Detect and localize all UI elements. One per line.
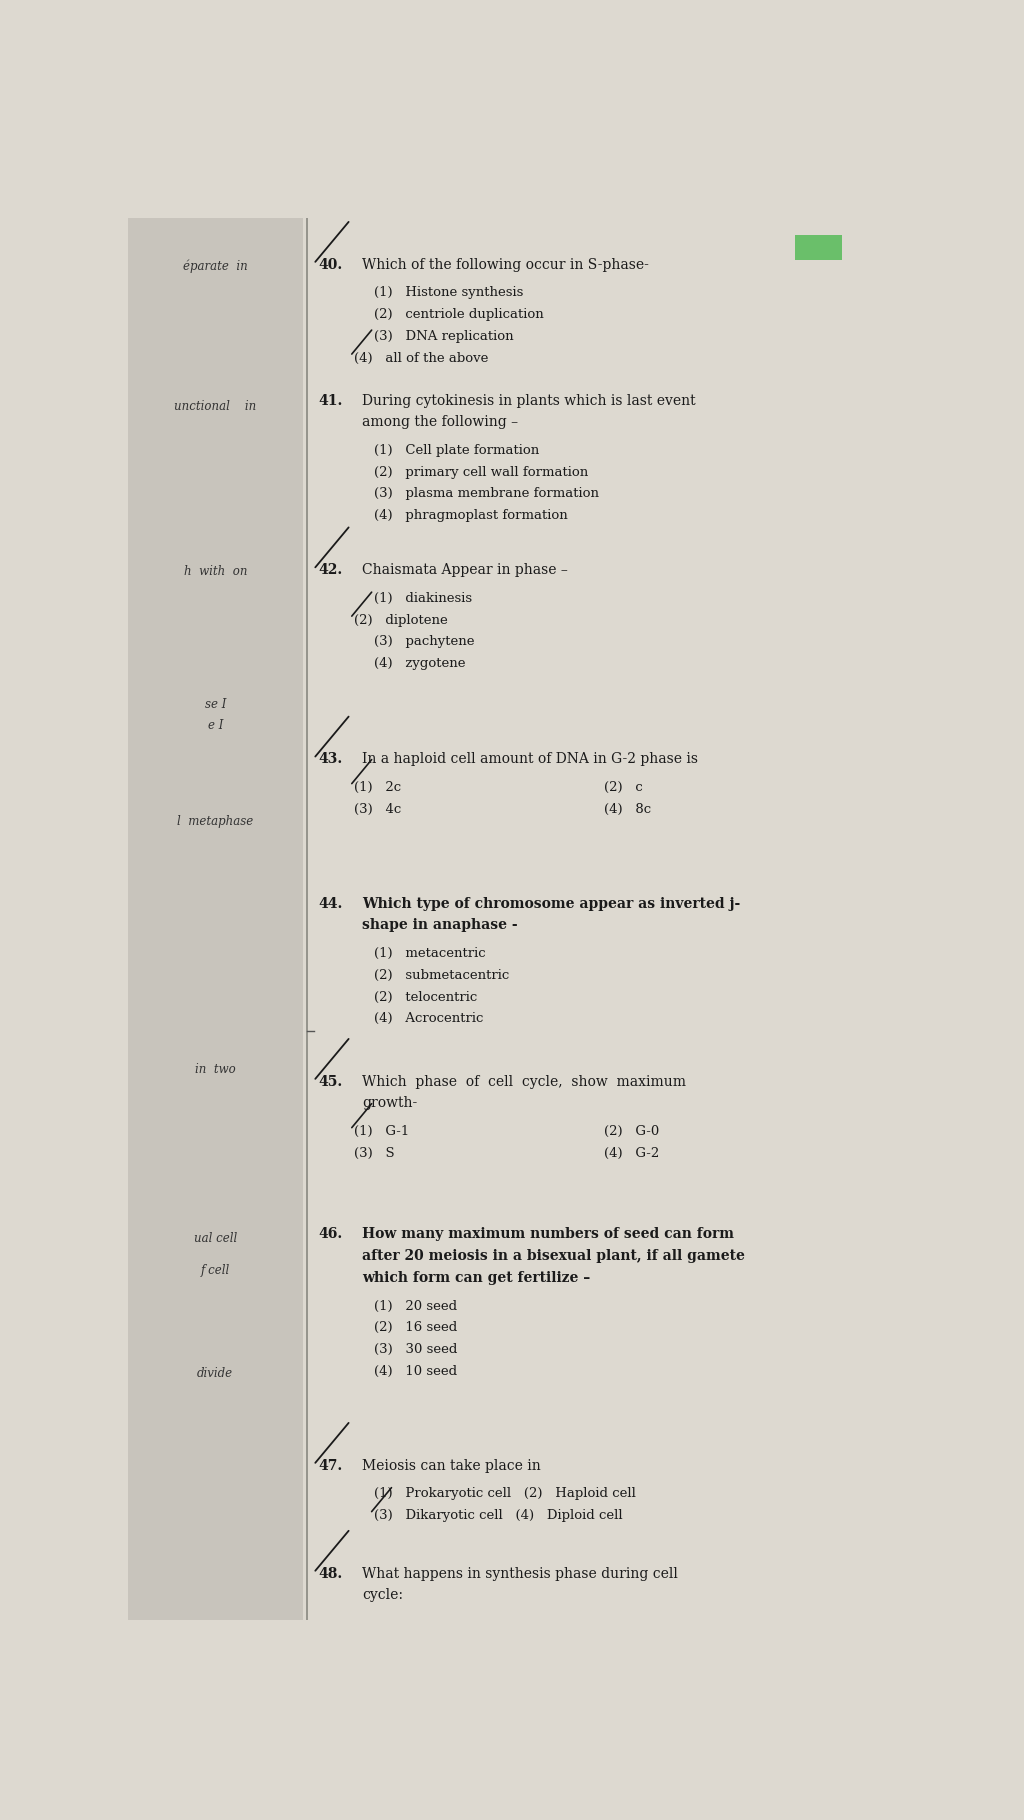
Text: (2)   G-0: (2) G-0	[604, 1125, 659, 1138]
Text: (3)   plasma membrane formation: (3) plasma membrane formation	[374, 488, 599, 501]
Text: (2)   diplotene: (2) diplotene	[354, 613, 447, 626]
Text: among the following –: among the following –	[362, 415, 518, 430]
Text: 41.: 41.	[318, 393, 343, 408]
Text: Which  phase  of  cell  cycle,  show  maximum: Which phase of cell cycle, show maximum	[362, 1074, 686, 1088]
Text: growth-: growth-	[362, 1096, 418, 1110]
Text: (1)   Cell plate formation: (1) Cell plate formation	[374, 444, 540, 457]
Text: During cytokinesis in plants which is last event: During cytokinesis in plants which is la…	[362, 393, 695, 408]
Text: unctional    in: unctional in	[174, 400, 256, 413]
Text: What happens in synthesis phase during cell: What happens in synthesis phase during c…	[362, 1567, 678, 1580]
Text: (4)   zygotene: (4) zygotene	[374, 657, 466, 670]
Text: f cell: f cell	[201, 1265, 230, 1278]
Text: (1)   diakinesis: (1) diakinesis	[374, 592, 472, 604]
Text: h  with  on: h with on	[183, 564, 247, 579]
Text: Meiosis can take place in: Meiosis can take place in	[362, 1458, 541, 1472]
Text: which form can get fertilize –: which form can get fertilize –	[362, 1270, 591, 1285]
Text: How many maximum numbers of seed can form: How many maximum numbers of seed can for…	[362, 1227, 734, 1241]
Text: (2)   centriole duplication: (2) centriole duplication	[374, 308, 544, 320]
FancyBboxPatch shape	[128, 218, 303, 1620]
Text: (2)   submetacentric: (2) submetacentric	[374, 968, 509, 981]
Text: (3)   pachytene: (3) pachytene	[374, 635, 474, 648]
Text: 44.: 44.	[318, 897, 343, 910]
Text: l  metaphase: l metaphase	[177, 815, 253, 828]
Text: (2)   telocentric: (2) telocentric	[374, 990, 477, 1003]
Text: Chaismata Appear in phase –: Chaismata Appear in phase –	[362, 562, 568, 577]
Text: éparate  in: éparate in	[183, 258, 248, 273]
Text: (4)   8c: (4) 8c	[604, 803, 651, 815]
Text: se I: se I	[205, 699, 226, 712]
Text: 46.: 46.	[318, 1227, 343, 1241]
Text: e I: e I	[208, 719, 223, 732]
Text: (4)   Acrocentric: (4) Acrocentric	[374, 1012, 483, 1025]
Text: (4)   G-2: (4) G-2	[604, 1147, 659, 1159]
Text: 45.: 45.	[318, 1074, 343, 1088]
Text: Which of the following occur in S-phase-: Which of the following occur in S-phase-	[362, 258, 649, 271]
Text: (3)   Dikaryotic cell   (4)   Diploid cell: (3) Dikaryotic cell (4) Diploid cell	[374, 1509, 623, 1522]
Text: after 20 meiosis in a bisexual plant, if all gamete: after 20 meiosis in a bisexual plant, if…	[362, 1249, 745, 1263]
Text: cycle:: cycle:	[362, 1589, 403, 1602]
Text: (4)   phragmoplast formation: (4) phragmoplast formation	[374, 510, 567, 522]
Text: (3)   S: (3) S	[354, 1147, 395, 1159]
Text: (1)   metacentric: (1) metacentric	[374, 946, 485, 961]
FancyBboxPatch shape	[795, 235, 842, 260]
Text: (2)   c: (2) c	[604, 781, 643, 794]
Text: Which type of chromosome appear as inverted j-: Which type of chromosome appear as inver…	[362, 897, 740, 910]
Text: (2)   primary cell wall formation: (2) primary cell wall formation	[374, 466, 588, 479]
Text: divide: divide	[198, 1367, 233, 1380]
Text: 43.: 43.	[318, 752, 343, 766]
Text: 48.: 48.	[318, 1567, 343, 1580]
Text: (2)   16 seed: (2) 16 seed	[374, 1321, 458, 1334]
Text: 47.: 47.	[318, 1458, 343, 1472]
Text: shape in anaphase -: shape in anaphase -	[362, 919, 518, 932]
Text: (1)   Histone synthesis: (1) Histone synthesis	[374, 286, 523, 298]
Text: 42.: 42.	[318, 562, 343, 577]
Text: in  two: in two	[195, 1063, 236, 1076]
Text: (4)   10 seed: (4) 10 seed	[374, 1365, 457, 1378]
Text: (1)   Prokaryotic cell   (2)   Haploid cell: (1) Prokaryotic cell (2) Haploid cell	[374, 1487, 636, 1500]
Text: (3)   DNA replication: (3) DNA replication	[374, 329, 514, 342]
Text: 40.: 40.	[318, 258, 343, 271]
Text: (4)   all of the above: (4) all of the above	[354, 351, 488, 364]
Text: In a haploid cell amount of DNA in G-2 phase is: In a haploid cell amount of DNA in G-2 p…	[362, 752, 698, 766]
Text: ual cell: ual cell	[194, 1232, 237, 1245]
Text: (1)   2c: (1) 2c	[354, 781, 401, 794]
Text: (1)   20 seed: (1) 20 seed	[374, 1299, 457, 1312]
Text: (3)   30 seed: (3) 30 seed	[374, 1343, 458, 1356]
Text: (1)   G-1: (1) G-1	[354, 1125, 410, 1138]
Text: (3)   4c: (3) 4c	[354, 803, 401, 815]
